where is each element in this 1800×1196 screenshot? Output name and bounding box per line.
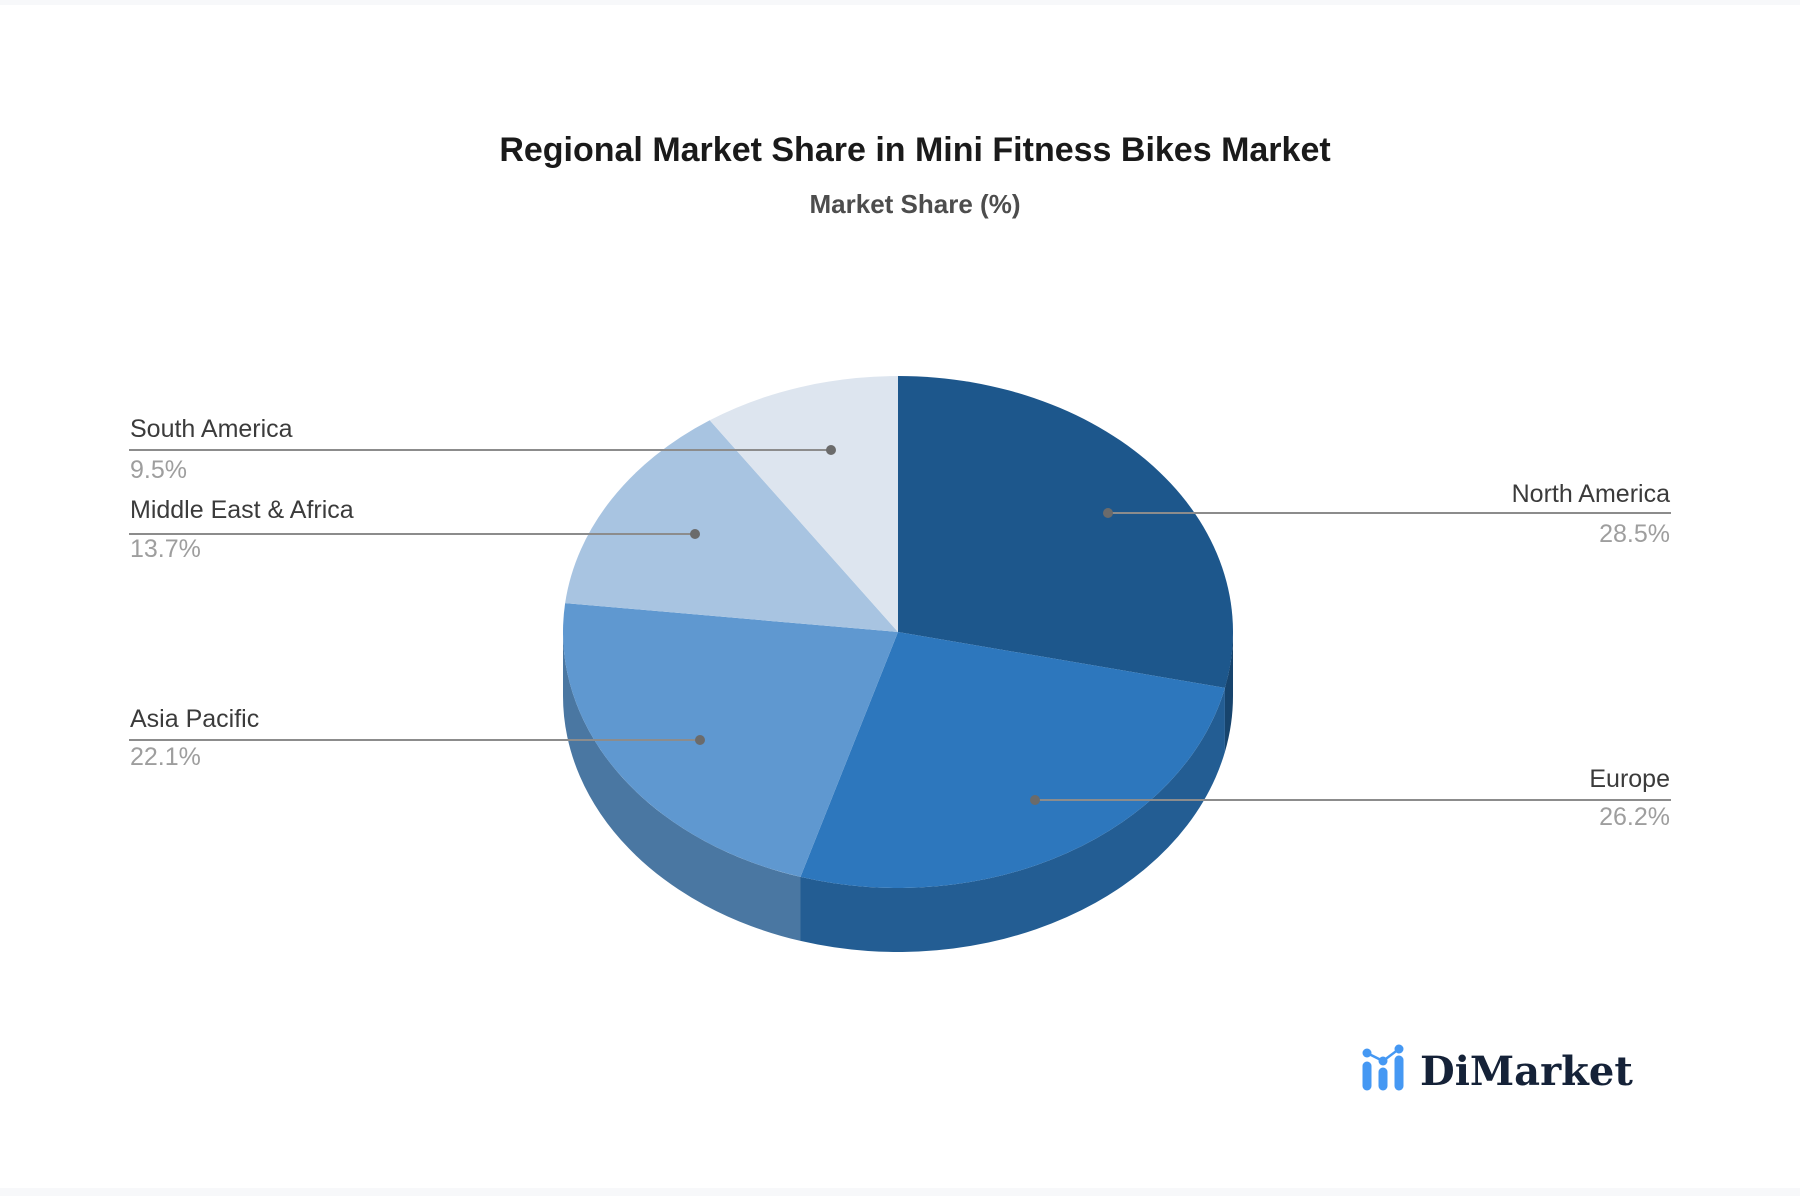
pie-slice-side-europe <box>800 687 1225 952</box>
pie-slice-side-asia-pacific <box>563 632 801 941</box>
chart-title: Regional Market Share in Mini Fitness Bi… <box>499 131 1330 169</box>
pie-slice-side-north-america <box>1224 632 1233 752</box>
label-middle-east-africa: Middle East & Africa <box>130 496 354 524</box>
leader-dot-north-america <box>1103 508 1113 518</box>
pie-slice-north-america[interactable] <box>898 376 1233 688</box>
chart-subtitle: Market Share (%) <box>810 189 1021 219</box>
value-south-america: 9.5% <box>130 456 187 484</box>
callout-middle-east-africa: Middle East & Africa 13.7% <box>129 496 700 563</box>
callout-europe: Europe 26.2% <box>1030 765 1671 831</box>
pie-chart <box>562 376 1233 952</box>
pie-slice-europe[interactable] <box>800 632 1225 888</box>
callout-south-america: South America 9.5% <box>129 415 836 484</box>
pie-slice-south-america[interactable] <box>709 376 898 632</box>
callout-asia-pacific: Asia Pacific 22.1% <box>129 705 705 771</box>
label-europe: Europe <box>1589 765 1670 793</box>
bottom-edge-band <box>0 1188 1800 1196</box>
pie-slice-middle-east-africa[interactable] <box>565 420 898 632</box>
leader-dot-south-america <box>826 445 836 455</box>
leader-dot-asia-pacific <box>695 735 705 745</box>
bar-chart-icon <box>1362 1044 1404 1091</box>
callout-north-america: North America 28.5% <box>1103 480 1671 548</box>
leader-dot-middle-east-africa <box>690 529 700 539</box>
label-south-america: South America <box>130 415 293 443</box>
pie-slice-asia-pacific[interactable] <box>562 603 898 877</box>
label-north-america: North America <box>1512 480 1670 508</box>
top-edge-band <box>0 0 1800 5</box>
value-asia-pacific: 22.1% <box>130 743 201 771</box>
leader-dot-europe <box>1030 795 1040 805</box>
brand-logo: DiMarket <box>1362 1044 1633 1095</box>
label-asia-pacific: Asia Pacific <box>130 705 259 733</box>
brand-name: DiMarket <box>1420 1048 1633 1095</box>
value-europe: 26.2% <box>1599 803 1670 831</box>
value-middle-east-africa: 13.7% <box>130 535 201 563</box>
value-north-america: 28.5% <box>1599 520 1670 548</box>
